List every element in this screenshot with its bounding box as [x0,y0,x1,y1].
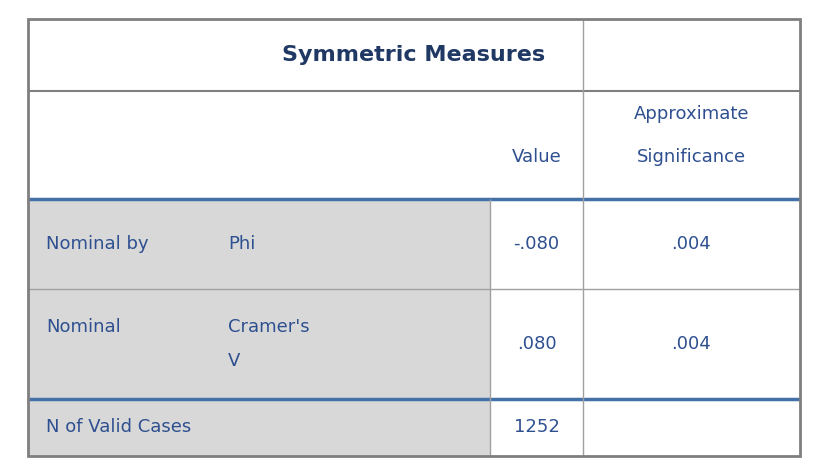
Text: 1252: 1252 [513,419,559,437]
Text: Significance: Significance [636,148,745,166]
Text: .004: .004 [671,335,710,353]
Text: -.080: -.080 [513,235,559,253]
Bar [28,199,490,289]
Text: Nominal by: Nominal by [46,235,148,253]
Text: Cramer's: Cramer's [227,319,309,337]
Text: Phi: Phi [227,235,255,253]
Text: .004: .004 [671,235,710,253]
Text: N of Valid Cases: N of Valid Cases [46,419,191,437]
Bar [28,399,490,456]
Text: Nominal: Nominal [46,319,121,337]
Text: .080: .080 [516,335,556,353]
Text: Approximate: Approximate [633,105,748,123]
Text: V: V [227,352,240,370]
Text: Value: Value [511,148,561,166]
Text: Symmetric Measures: Symmetric Measures [282,45,545,65]
Bar [28,289,490,399]
